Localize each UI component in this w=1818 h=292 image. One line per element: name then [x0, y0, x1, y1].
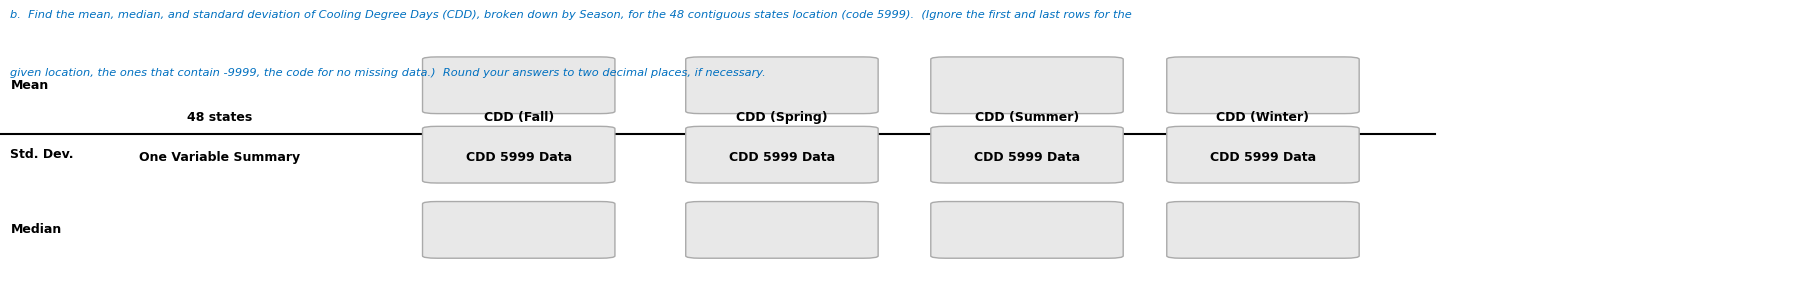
FancyBboxPatch shape — [422, 201, 614, 258]
Text: Mean: Mean — [11, 79, 49, 92]
Text: One Variable Summary: One Variable Summary — [138, 151, 300, 164]
Text: given location, the ones that contain -9999, the code for no missing data.)  Rou: given location, the ones that contain -9… — [11, 68, 765, 78]
FancyBboxPatch shape — [685, 201, 878, 258]
FancyBboxPatch shape — [422, 57, 614, 114]
Text: CDD 5999 Data: CDD 5999 Data — [1211, 151, 1316, 164]
FancyBboxPatch shape — [685, 57, 878, 114]
Text: CDD (Winter): CDD (Winter) — [1216, 111, 1309, 124]
Text: CDD 5999 Data: CDD 5999 Data — [974, 151, 1080, 164]
Text: CDD (Spring): CDD (Spring) — [736, 111, 827, 124]
FancyBboxPatch shape — [1167, 57, 1360, 114]
Text: b.  Find the mean, median, and standard deviation of Cooling Degree Days (CDD), : b. Find the mean, median, and standard d… — [11, 10, 1133, 20]
Text: Median: Median — [11, 223, 62, 237]
Text: CDD 5999 Data: CDD 5999 Data — [465, 151, 573, 164]
FancyBboxPatch shape — [685, 126, 878, 183]
FancyBboxPatch shape — [422, 126, 614, 183]
Text: CDD 5999 Data: CDD 5999 Data — [729, 151, 834, 164]
FancyBboxPatch shape — [931, 201, 1124, 258]
FancyBboxPatch shape — [1167, 126, 1360, 183]
Text: 48 states: 48 states — [187, 111, 253, 124]
FancyBboxPatch shape — [931, 126, 1124, 183]
Text: Std. Dev.: Std. Dev. — [11, 148, 75, 161]
Text: CDD (Fall): CDD (Fall) — [484, 111, 554, 124]
Text: CDD (Summer): CDD (Summer) — [974, 111, 1080, 124]
FancyBboxPatch shape — [931, 57, 1124, 114]
FancyBboxPatch shape — [1167, 201, 1360, 258]
